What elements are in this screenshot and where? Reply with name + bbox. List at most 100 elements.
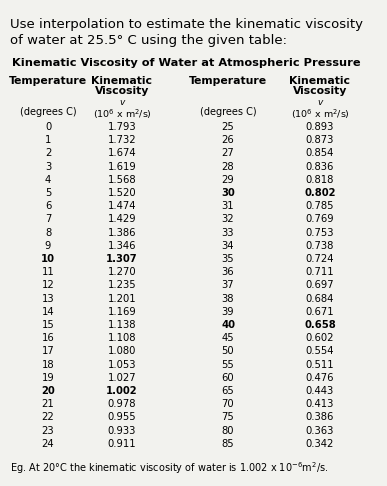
Text: v: v (317, 98, 323, 107)
Text: 1.568: 1.568 (108, 175, 136, 185)
Text: 0.802: 0.802 (304, 188, 336, 198)
Text: 0.363: 0.363 (306, 426, 334, 435)
Text: 0.724: 0.724 (306, 254, 334, 264)
Text: 8: 8 (45, 227, 51, 238)
Text: Temperature: Temperature (189, 76, 267, 86)
Text: 0.785: 0.785 (306, 201, 334, 211)
Text: 14: 14 (42, 307, 54, 317)
Text: v: v (119, 98, 125, 107)
Text: 1.138: 1.138 (108, 320, 136, 330)
Text: 0.658: 0.658 (304, 320, 336, 330)
Text: 60: 60 (222, 373, 234, 383)
Text: 0.342: 0.342 (306, 439, 334, 449)
Text: 30: 30 (221, 188, 235, 198)
Text: 1.732: 1.732 (108, 135, 136, 145)
Text: 1.429: 1.429 (108, 214, 136, 225)
Text: 45: 45 (222, 333, 234, 343)
Text: 0.769: 0.769 (306, 214, 334, 225)
Text: 0.511: 0.511 (306, 360, 334, 369)
Text: 0.711: 0.711 (306, 267, 334, 277)
Text: (10$^6$ x m$^2$/s): (10$^6$ x m$^2$/s) (92, 107, 151, 121)
Text: 39: 39 (222, 307, 234, 317)
Text: 20: 20 (41, 386, 55, 396)
Text: 1.619: 1.619 (108, 162, 136, 172)
Text: 36: 36 (222, 267, 234, 277)
Text: 6: 6 (45, 201, 51, 211)
Text: 1.346: 1.346 (108, 241, 136, 251)
Text: 11: 11 (42, 267, 55, 277)
Text: 1.793: 1.793 (108, 122, 136, 132)
Text: Kinematic: Kinematic (289, 76, 351, 86)
Text: 0.911: 0.911 (108, 439, 136, 449)
Text: 12: 12 (42, 280, 55, 291)
Text: 15: 15 (42, 320, 55, 330)
Text: 55: 55 (222, 360, 235, 369)
Text: Use interpolation to estimate the kinematic viscosity: Use interpolation to estimate the kinema… (10, 18, 363, 31)
Text: 18: 18 (42, 360, 54, 369)
Text: 0.554: 0.554 (306, 347, 334, 356)
Text: 19: 19 (42, 373, 55, 383)
Text: 1.080: 1.080 (108, 347, 136, 356)
Text: 29: 29 (222, 175, 235, 185)
Text: 85: 85 (222, 439, 234, 449)
Text: 0.697: 0.697 (306, 280, 334, 291)
Text: 0: 0 (45, 122, 51, 132)
Text: 0.873: 0.873 (306, 135, 334, 145)
Text: 0.854: 0.854 (306, 148, 334, 158)
Text: 1.201: 1.201 (108, 294, 136, 304)
Text: 0.836: 0.836 (306, 162, 334, 172)
Text: 0.753: 0.753 (306, 227, 334, 238)
Text: 0.933: 0.933 (108, 426, 136, 435)
Text: 32: 32 (222, 214, 234, 225)
Text: of water at 25.5° C using the given table:: of water at 25.5° C using the given tabl… (10, 34, 287, 47)
Text: 0.818: 0.818 (306, 175, 334, 185)
Text: 0.386: 0.386 (306, 413, 334, 422)
Text: 1.386: 1.386 (108, 227, 136, 238)
Text: 31: 31 (222, 201, 234, 211)
Text: 4: 4 (45, 175, 51, 185)
Text: 1.108: 1.108 (108, 333, 136, 343)
Text: 80: 80 (222, 426, 234, 435)
Text: Kinematic Viscosity of Water at Atmospheric Pressure: Kinematic Viscosity of Water at Atmosphe… (12, 58, 361, 68)
Text: 75: 75 (222, 413, 235, 422)
Text: 1.307: 1.307 (106, 254, 138, 264)
Text: 33: 33 (222, 227, 234, 238)
Text: 0.738: 0.738 (306, 241, 334, 251)
Text: 1.474: 1.474 (108, 201, 136, 211)
Text: 65: 65 (222, 386, 235, 396)
Text: 0.684: 0.684 (306, 294, 334, 304)
Text: 0.893: 0.893 (306, 122, 334, 132)
Text: 0.978: 0.978 (108, 399, 136, 409)
Text: 35: 35 (222, 254, 234, 264)
Text: 26: 26 (222, 135, 235, 145)
Text: 0.443: 0.443 (306, 386, 334, 396)
Text: Eg. At 20$\degree$C the kinematic viscosity of water is 1.002 x 10$^{-6}$m$^2$/s: Eg. At 20$\degree$C the kinematic viscos… (10, 460, 329, 476)
Text: 24: 24 (42, 439, 54, 449)
Text: 0.671: 0.671 (306, 307, 334, 317)
Text: 34: 34 (222, 241, 234, 251)
Text: 23: 23 (42, 426, 54, 435)
Text: 27: 27 (222, 148, 235, 158)
Text: 22: 22 (42, 413, 55, 422)
Text: 1.235: 1.235 (108, 280, 136, 291)
Text: 0.413: 0.413 (306, 399, 334, 409)
Text: 37: 37 (222, 280, 234, 291)
Text: (10$^6$ x m$^2$/s): (10$^6$ x m$^2$/s) (291, 107, 349, 121)
Text: Temperature: Temperature (9, 76, 87, 86)
Text: 10: 10 (41, 254, 55, 264)
Text: 1.674: 1.674 (108, 148, 136, 158)
Text: 3: 3 (45, 162, 51, 172)
Text: 16: 16 (42, 333, 55, 343)
Text: 50: 50 (222, 347, 234, 356)
Text: Viscosity: Viscosity (293, 86, 347, 96)
Text: 25: 25 (222, 122, 235, 132)
Text: 70: 70 (222, 399, 234, 409)
Text: 1.270: 1.270 (108, 267, 136, 277)
Text: (degrees C): (degrees C) (200, 107, 256, 117)
Text: 17: 17 (42, 347, 55, 356)
Text: 1.169: 1.169 (108, 307, 136, 317)
Text: 1.053: 1.053 (108, 360, 136, 369)
Text: Viscosity: Viscosity (95, 86, 149, 96)
Text: Kinematic: Kinematic (91, 76, 152, 86)
Text: 38: 38 (222, 294, 234, 304)
